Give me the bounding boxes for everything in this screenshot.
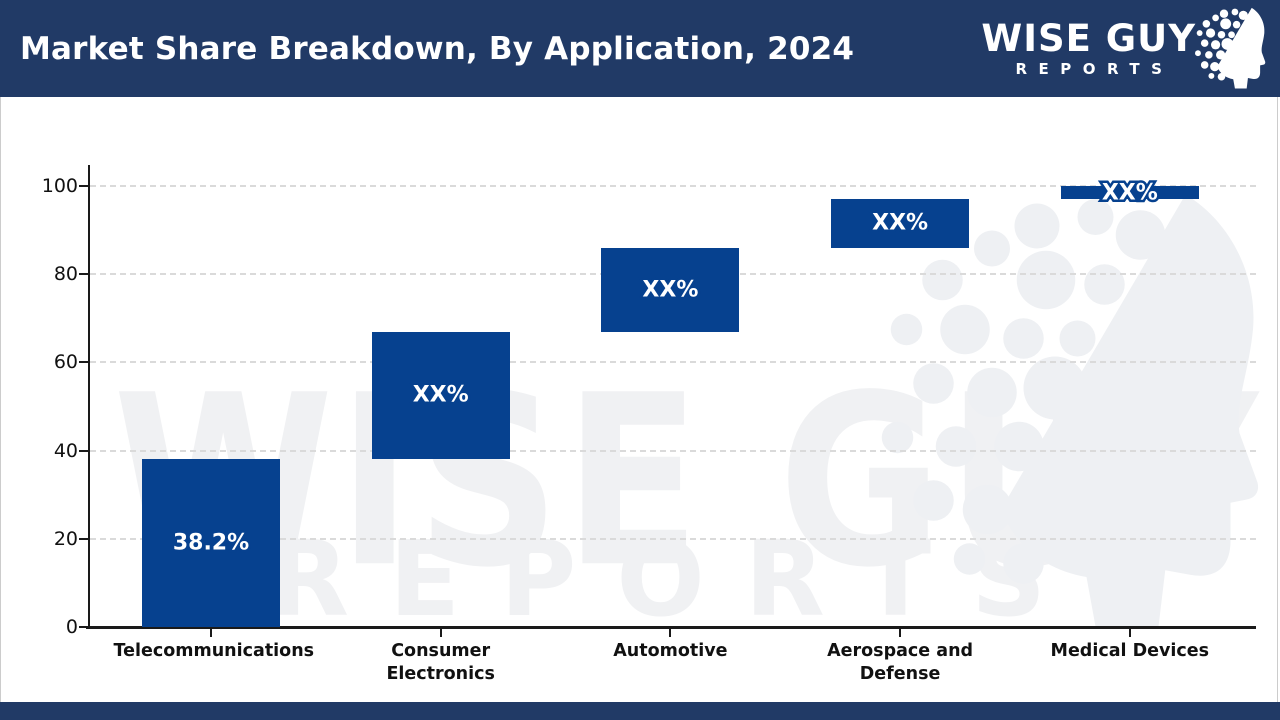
x-axis-tick (1128, 628, 1131, 637)
bar-value-label: XX% (1099, 178, 1160, 208)
watermark-wordmark: WISE GUY (113, 344, 1262, 620)
y-axis-tick (79, 185, 88, 187)
logo-wordmark-block: WISE GUY REPORTS (981, 20, 1196, 77)
x-axis-category-label: Consumer Electronics (386, 641, 495, 684)
bar-value-label: XX% (410, 380, 471, 410)
y-axis-tick (79, 273, 88, 276)
gridline-60 (90, 361, 1256, 364)
bar-automotive (601, 247, 740, 332)
y-axis-line (88, 165, 90, 629)
bar-medical-devices (1060, 186, 1199, 200)
x-axis-tick (210, 628, 212, 637)
x-axis-tick (439, 628, 442, 637)
y-axis-tick-label: 0 (65, 616, 78, 638)
y-axis-tick-label: 60 (53, 351, 78, 374)
logo-wordmark: WISE GUY (981, 17, 1196, 60)
y-axis-tick-label: 100 (41, 175, 78, 197)
gridline-20 (90, 537, 1256, 540)
bar-consumer-electronics (371, 331, 510, 459)
bar-value-label: XX% (870, 208, 931, 238)
x-axis-category-label: Aerospace and Defense (827, 641, 974, 684)
bar-aerospace-and-defense (831, 199, 970, 248)
x-axis-category-label: Automotive (613, 641, 728, 661)
y-axis-tick-label: 80 (53, 263, 78, 286)
bar-value-label: 38.2% (170, 528, 251, 558)
page-title: Market Share Breakdown, By Application, … (20, 30, 855, 67)
y-axis-tick-label: 40 (53, 439, 78, 462)
x-axis-tick (899, 628, 902, 637)
y-axis-tick-label: 20 (53, 527, 78, 550)
y-axis-tick (79, 537, 88, 540)
logo-head-icon (1182, 6, 1266, 92)
x-axis-category-label: Medical Devices (1050, 641, 1210, 661)
x-axis-line (86, 626, 1256, 629)
gridline-100 (90, 185, 1256, 187)
y-axis-tick (79, 626, 88, 628)
footer-bar (0, 702, 1280, 720)
header: Market Share Breakdown, By Application, … (0, 0, 1280, 97)
bar-telecommunications (142, 458, 280, 627)
watermark-subtext: REPORTS (269, 518, 1087, 640)
bar-value-label: XX% (640, 275, 701, 305)
x-axis-tick (669, 628, 672, 637)
gridline-40 (90, 449, 1256, 452)
brand-logo: WISE GUY REPORTS (981, 6, 1280, 92)
y-axis-tick (79, 449, 88, 452)
logo-subtext: REPORTS (1015, 60, 1174, 78)
y-axis-tick (79, 361, 88, 364)
x-axis-category-label: Telecommunications (113, 641, 315, 661)
